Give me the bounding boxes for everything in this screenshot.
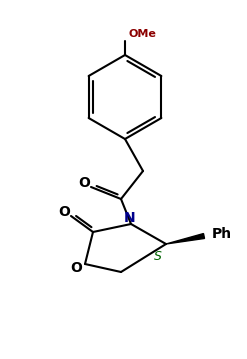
Polygon shape [166, 234, 205, 244]
Text: O: O [58, 205, 70, 219]
Text: S: S [154, 250, 162, 262]
Text: O: O [78, 176, 90, 190]
Text: O: O [70, 261, 82, 275]
Text: OMe: OMe [128, 29, 156, 39]
Text: Ph: Ph [212, 227, 232, 241]
Text: N: N [124, 211, 136, 225]
